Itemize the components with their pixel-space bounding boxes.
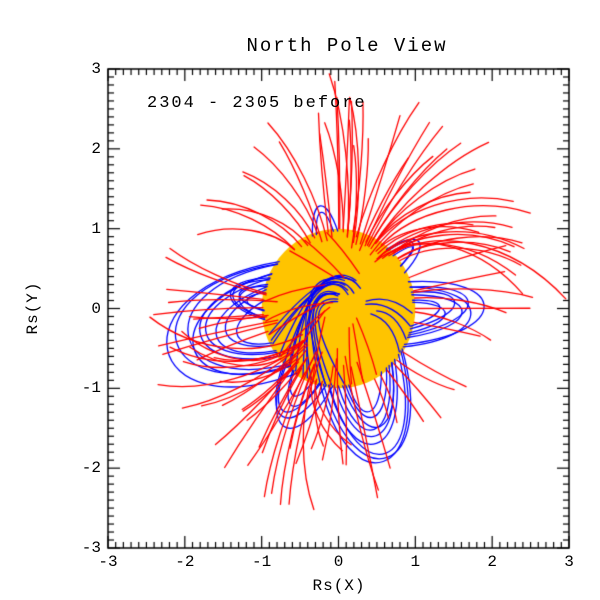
y-tick-label: 2 bbox=[91, 139, 101, 158]
y-tick-label: 0 bbox=[91, 299, 101, 318]
y-tick-label: 1 bbox=[91, 219, 101, 238]
x-tick-label: -1 bbox=[252, 553, 272, 571]
x-axis-label: Rs(X) bbox=[312, 577, 366, 595]
x-tick-label: 3 bbox=[564, 553, 574, 571]
y-tick-label: -3 bbox=[81, 539, 101, 557]
x-tick-label: 1 bbox=[410, 553, 421, 571]
plot-title: North Pole View bbox=[246, 35, 448, 57]
y-tick-label: -2 bbox=[81, 459, 101, 478]
x-tick-label: 0 bbox=[333, 553, 344, 571]
y-axis-label: Rs(Y) bbox=[24, 281, 42, 335]
x-tick-label: 2 bbox=[487, 553, 497, 571]
plot-annotation: 2304 - 2305 before bbox=[147, 94, 367, 113]
x-tick-label: -3 bbox=[98, 553, 118, 571]
y-tick-label: -1 bbox=[81, 379, 101, 398]
x-tick-label: -2 bbox=[175, 553, 195, 571]
y-tick-label: 3 bbox=[91, 60, 101, 78]
